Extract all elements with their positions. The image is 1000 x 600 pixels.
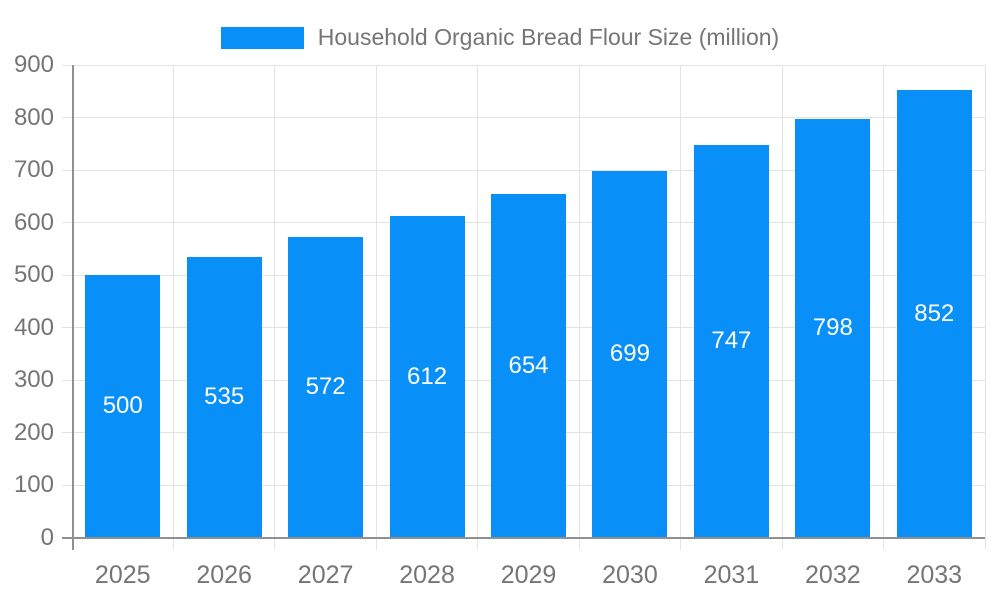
- y-axis-line: [72, 65, 74, 550]
- bar-2029[interactable]: 654: [491, 194, 566, 537]
- bar-2031[interactable]: 747: [693, 145, 769, 537]
- bar-value-label: 500: [102, 392, 143, 420]
- x-axis-tick-label: 2032: [805, 561, 861, 589]
- legend-item[interactable]: Household Organic Bread Flour Size (mill…: [0, 24, 1000, 51]
- bar-2025[interactable]: 500: [85, 275, 161, 537]
- y-axis-tick-label: 100: [13, 471, 54, 499]
- gridline-vertical: [984, 65, 986, 550]
- x-axis-tick-label: 2029: [500, 561, 557, 589]
- bar-value-label: 798: [812, 313, 853, 341]
- y-axis-tick-label: 500: [13, 261, 54, 289]
- plot-area: 0 100 200 300 400 500 600 700 800 900 500 2025 535 20…: [14, 51, 986, 589]
- x-axis-tick-label: 2028: [399, 561, 455, 589]
- gridline-horizontal: [62, 117, 985, 119]
- gridline-vertical: [274, 65, 276, 550]
- y-axis-tick-label: 400: [13, 313, 54, 341]
- gridline-vertical: [375, 65, 377, 550]
- bar-value-label: 852: [914, 299, 955, 327]
- bar-value-label: 572: [305, 373, 346, 401]
- gridline-vertical: [578, 65, 580, 550]
- y-axis-tick-label: 0: [40, 524, 54, 551]
- gridline-horizontal: [62, 64, 985, 66]
- y-axis-tick-label: 900: [13, 51, 54, 78]
- bar-value-label: 612: [407, 362, 448, 390]
- gridline-horizontal: [62, 169, 985, 171]
- bar-2032[interactable]: 798: [795, 118, 871, 537]
- x-axis-tick-label: 2030: [602, 561, 658, 589]
- y-axis-tick-label: 300: [13, 366, 54, 394]
- y-axis-tick-label: 200: [13, 418, 54, 446]
- x-axis-tick-label: 2027: [297, 561, 354, 589]
- bar-value-label: 654: [508, 351, 549, 379]
- bar-2028[interactable]: 612: [389, 216, 465, 537]
- gridline-vertical: [477, 65, 479, 550]
- bar-value-label: 747: [711, 327, 752, 355]
- gridline-vertical: [680, 65, 682, 550]
- x-axis-line: [62, 537, 985, 539]
- gridline-vertical: [883, 65, 885, 550]
- y-axis-tick-label: 600: [13, 208, 54, 236]
- y-axis-tick-label: 700: [13, 156, 54, 184]
- bar-2026[interactable]: 535: [186, 256, 262, 537]
- x-axis-tick-label: 2025: [94, 561, 151, 589]
- x-axis-tick-label: 2026: [196, 561, 252, 589]
- gridline-vertical: [172, 65, 174, 550]
- gridline-vertical: [781, 65, 783, 550]
- bar-2027[interactable]: 572: [288, 237, 364, 537]
- bar-value-label: 699: [609, 339, 650, 367]
- legend-swatch-icon: [220, 26, 304, 49]
- x-axis-tick-label: 2033: [906, 561, 963, 589]
- bar-value-label: 535: [204, 382, 245, 410]
- legend-label: Household Organic Bread Flour Size (mill…: [317, 24, 780, 50]
- bar-2033[interactable]: 852: [896, 90, 972, 537]
- bar-2030[interactable]: 699: [592, 170, 668, 537]
- x-axis-tick-label: 2031: [703, 561, 760, 589]
- y-axis-tick-label: 800: [13, 103, 54, 131]
